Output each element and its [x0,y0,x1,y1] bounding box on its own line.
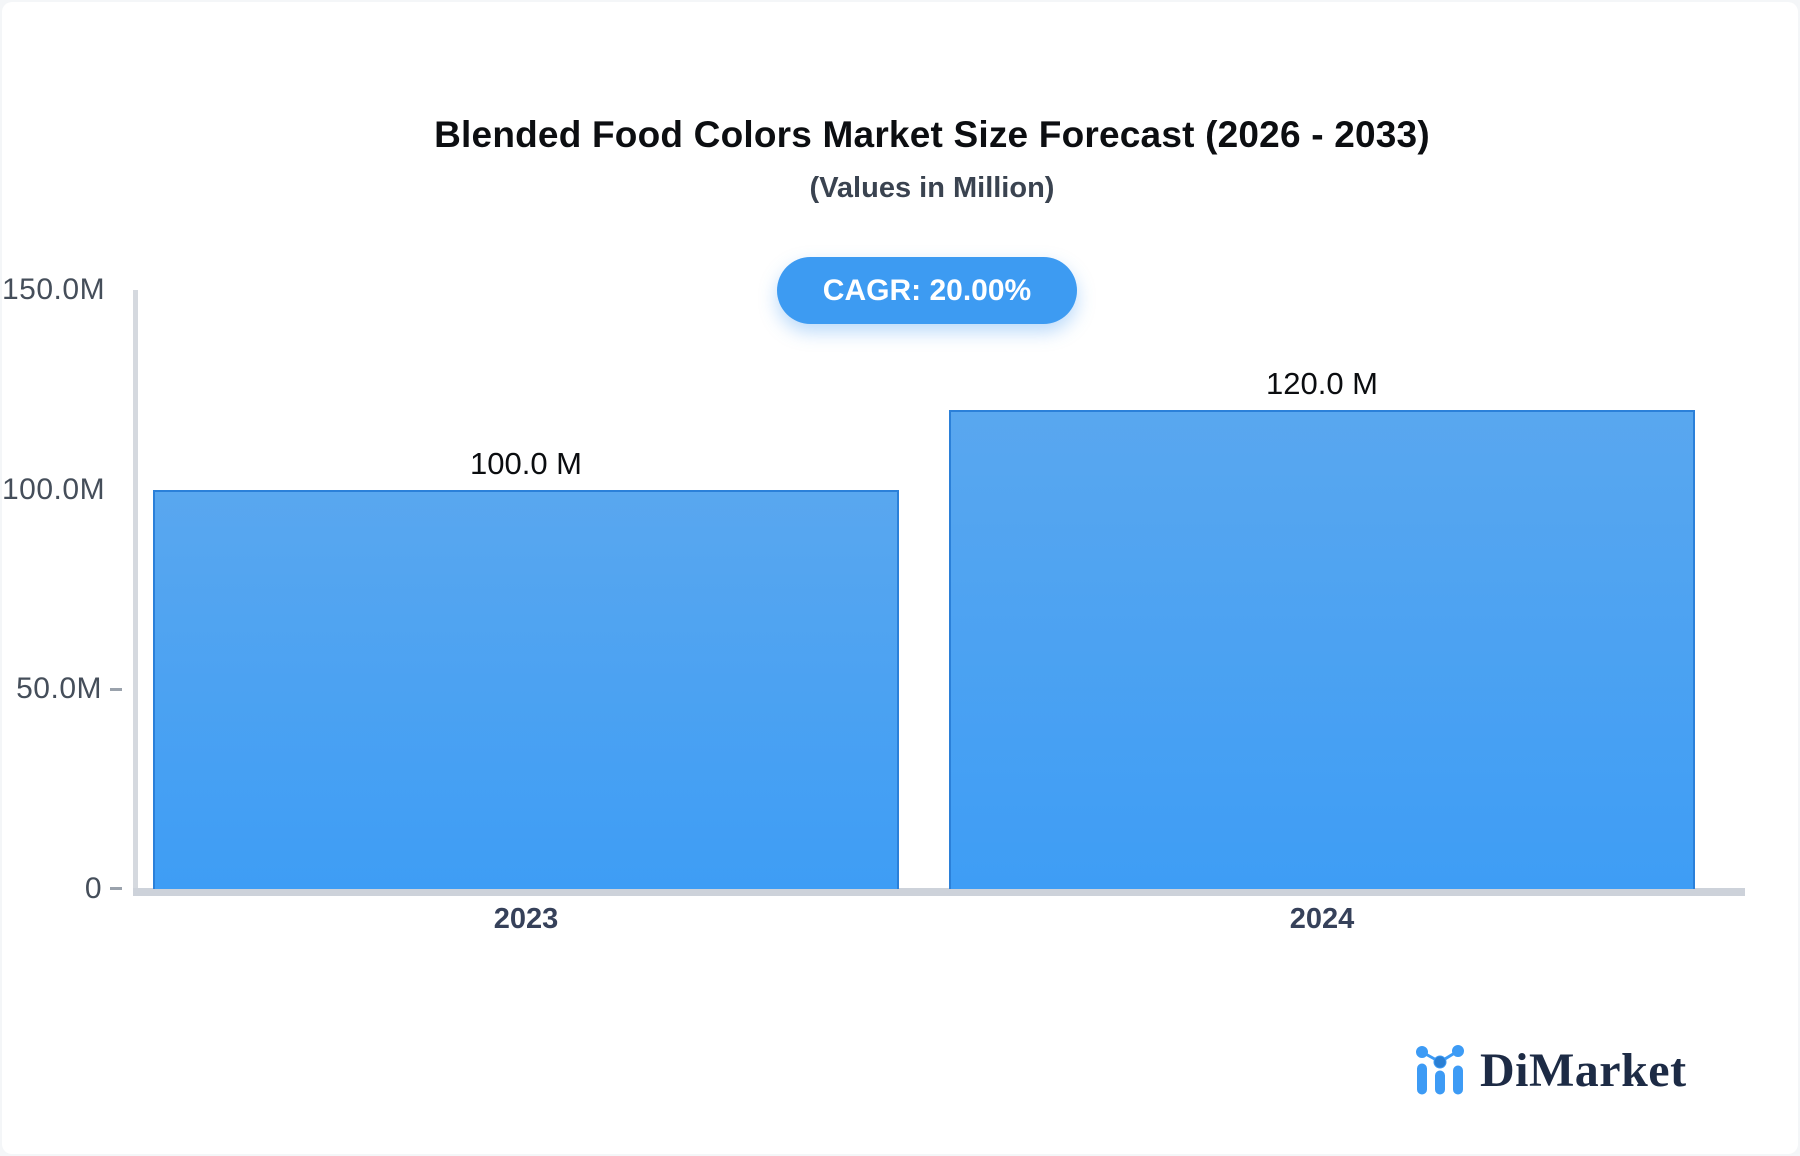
x-axis-category-label: 2023 [493,903,559,935]
y-axis-tick-label: 150.0M [2,273,106,306]
y-axis-tick-mark [110,887,122,890]
x-axis-baseline [133,888,1745,896]
bar-2023[interactable] [153,490,899,889]
y-axis-tick-label: 100.0M [2,472,106,506]
bar-value-label: 120.0 M [1265,366,1378,401]
bar-value-label: 100.0 M [469,446,582,481]
bar-2024[interactable] [949,410,1695,889]
x-axis-category-label: 2024 [1289,903,1355,935]
chart-title: Blended Food Colors Market Size Forecast… [434,114,1430,155]
cagr-badge: CAGR: 20.00% [777,257,1077,324]
chart-subtitle: (Values in Million) [809,172,1055,204]
y-axis-tick-mark [110,687,122,691]
y-axis-tick-label: 50.0M [16,672,102,705]
dimarket-logo-icon [1416,1045,1464,1095]
y-axis-line [133,290,138,896]
brand-name: DiMarket [1480,1043,1687,1097]
brand-logo[interactable]: DiMarket [1415,1038,1687,1102]
y-axis-tick-label: 0 [84,871,102,905]
